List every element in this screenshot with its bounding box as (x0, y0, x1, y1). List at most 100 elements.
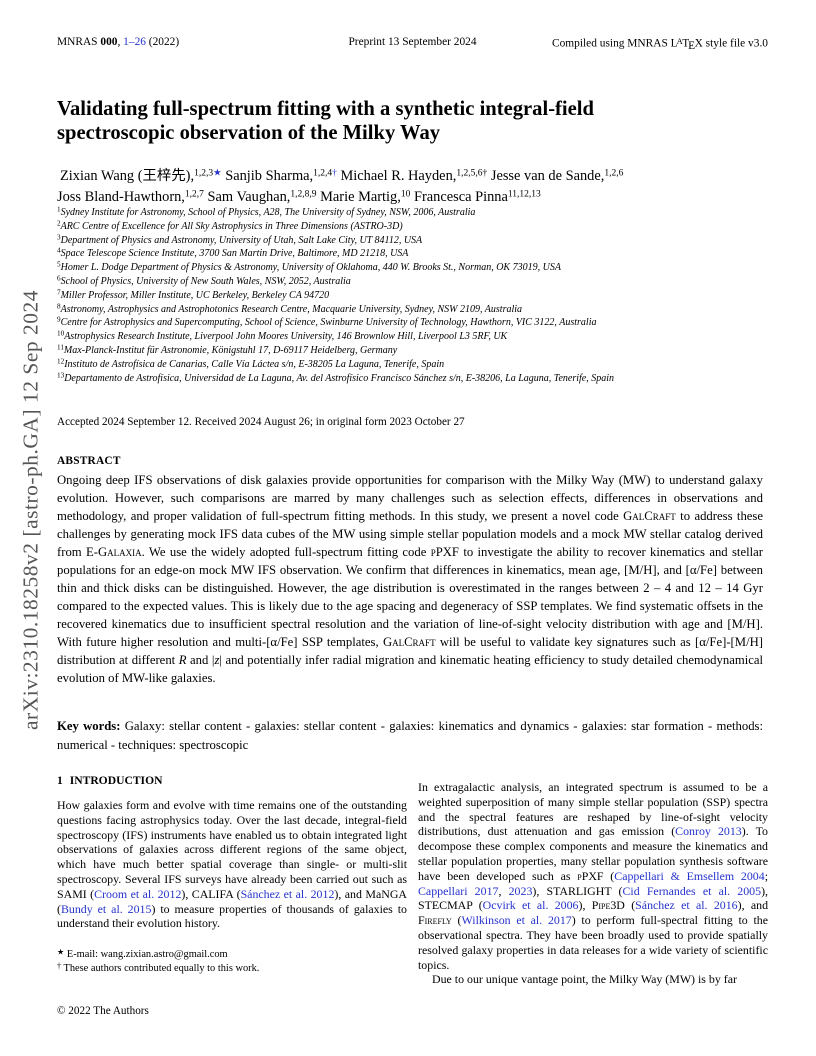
citation-link[interactable]: Cappellari 2017 (418, 883, 499, 898)
abstract-body: Ongoing deep IFS observations of disk ga… (57, 471, 763, 687)
title-line-1: Validating full-spectrum fitting with a … (57, 98, 594, 120)
text-run: ) to perform full-spectral fitting to th… (418, 913, 768, 972)
text-run: z (214, 653, 220, 667)
citation-link[interactable]: 2023 (508, 883, 533, 898)
text-run: ; (764, 868, 768, 883)
affiliation-number: 1 (57, 205, 61, 214)
text-run: will be useful to validate key signature… (57, 635, 763, 667)
affiliation-list: 1Sydney Institute for Astronomy, School … (57, 206, 768, 385)
text-run: ). To decompose these complex components… (418, 824, 768, 883)
two-column-body: 1 INTRODUCTION How galaxies form and evo… (57, 774, 768, 987)
text-run: 1,2,5,6 (456, 168, 483, 179)
citation-link[interactable]: Sánchez et al. 2012 (240, 886, 335, 901)
citation-link[interactable]: Ocvirk et al. 2006 (482, 898, 579, 913)
author-footnotes: ★ E-mail: wang.zixian.astro@gmail.com † … (57, 948, 409, 976)
affiliation-number: 7 (57, 288, 61, 297)
affiliation-line: 6School of Physics, University of New So… (57, 275, 768, 289)
author-line-2: Joss Bland-Hawthorn,1,2,7 Sam Vaughan,1,… (57, 187, 768, 208)
citation-link[interactable]: Conroy 2013 (675, 824, 742, 839)
affiliation-line: 4Space Telescope Science Institute, 3700… (57, 247, 768, 261)
abstract-heading: ABSTRACT (57, 455, 121, 467)
text-run: † (57, 961, 62, 971)
affiliation-text: Astronomy, Astrophysics and Astrophotoni… (60, 303, 523, 315)
affiliation-text: Astrophysics Research Institute, Liverpo… (64, 331, 508, 343)
affiliation-number: 5 (57, 260, 61, 269)
text-run: Marie Martig, (316, 189, 401, 205)
text-run: Galaxia (97, 545, 142, 559)
text-run: and | (186, 653, 215, 667)
affiliation-number: 3 (57, 233, 61, 241)
affiliation-line: 5Homer L. Dodge Department of Physics & … (57, 261, 768, 275)
arxiv-watermark: arXiv:2310.18258v2 [astro-ph.GA] 12 Sep … (18, 289, 43, 731)
text-run: Firefly (418, 913, 452, 928)
citation-link[interactable]: Bundy et al. 2015 (60, 901, 152, 916)
affiliation-line: 1Sydney Institute for Astronomy, School … (57, 206, 768, 220)
affiliation-text: Centre for Astrophysics and Supercomputi… (60, 317, 597, 329)
paper-title: Validating full-spectrum fitting with a … (57, 97, 747, 145)
affiliation-text: ARC Centre of Excellence for All Sky Ast… (60, 220, 403, 232)
citation-link[interactable]: ★ (213, 168, 222, 179)
text-run: to address these challenges by generatin… (57, 509, 763, 559)
text-run: In extragalactic analysis, an integrated… (418, 780, 768, 839)
text-run: Compiled using MNRAS L (552, 37, 678, 50)
affiliation-text: Space Telescope Science Institute, 3700 … (60, 248, 409, 260)
text-run: 1,2,7 (184, 189, 204, 200)
text-run: ), STECMAP ( (418, 883, 769, 913)
affiliation-number: 13 (57, 370, 65, 379)
affiliation-text: Max-Planck-Institut für Astronomie, Köni… (63, 344, 398, 356)
text-run: Michael R. Hayden, (336, 168, 457, 184)
affiliation-number: 10 (57, 329, 65, 338)
text-run: ) to measure properties of thousands of … (57, 901, 407, 931)
copyright-line: © 2022 The Authors (57, 1005, 149, 1017)
citation-link[interactable]: 1–26 (123, 36, 146, 48)
affiliation-line: 11Max-Planck-Institut für Astronomie, Kö… (57, 344, 768, 358)
citation-link[interactable]: Cid Fernandes et al. 2005 (622, 883, 762, 898)
citation-link[interactable]: Wilkinson et al. 2017 (461, 913, 572, 928)
text-run: (2022) (145, 36, 180, 48)
citation-link[interactable]: Sánchez et al. 2016 (635, 898, 738, 913)
right-column: In extragalactic analysis, an integrated… (418, 774, 768, 987)
running-header: MNRAS 000, 1–26 (2022) Preprint 13 Septe… (57, 36, 768, 53)
left-column: 1 INTRODUCTION How galaxies form and evo… (57, 774, 407, 987)
affiliation-text: Instituto de Astrofísica de Canarias, Ca… (64, 358, 445, 370)
author-line-1: Zixian Wang (王梓先),1,2,3★ Sanjib Sharma,1… (57, 166, 768, 187)
journal-reference: MNRAS 000, 1–26 (2022) (57, 36, 348, 53)
text-run: E (688, 39, 696, 52)
preprint-date: Preprint 13 September 2024 (348, 36, 477, 48)
affiliation-number: 2 (57, 219, 61, 228)
footnote-email: ★ E-mail: wang.zixian.astro@gmail.com (57, 948, 409, 962)
text-run: , (498, 883, 509, 898)
citation-link[interactable]: Croom et al. 2012 (94, 886, 182, 901)
text-run: ), (578, 898, 592, 913)
text-run: to investigate the ability to recover ki… (57, 545, 763, 649)
text-run: 1,2,6 (604, 168, 624, 179)
affiliation-text: Miller Professor, Miller Institute, UC B… (60, 289, 330, 301)
text-run: | and potentially infer radial migration… (57, 653, 764, 685)
affiliation-text: Departamento de Astrofísica, Universidad… (64, 372, 614, 384)
citation-link[interactable]: † (332, 168, 337, 179)
text-run: ( (451, 913, 462, 928)
compiled-note: Compiled using MNRAS LATEX style file v3… (477, 36, 768, 53)
text-run: ), and (737, 898, 769, 913)
affiliation-line: 10Astrophysics Research Institute, Liver… (57, 330, 768, 344)
text-run: ( (603, 868, 615, 883)
text-run: 1,2,3 (194, 168, 214, 179)
intro-paragraph-right-1: In extragalactic analysis, an integrated… (418, 780, 768, 972)
section-heading-introduction: 1 INTRODUCTION (57, 774, 163, 787)
affiliation-line: 3Department of Physics and Astronomy, Un… (57, 233, 768, 248)
text-run: pPXF (577, 868, 604, 883)
intro-paragraph-right-2: Due to our unique vantage point, the Mil… (432, 972, 737, 987)
text-run: ), STARLIGHT ( (532, 883, 623, 898)
text-run: These authors contributed equally to thi… (61, 962, 260, 974)
text-run: 000 (100, 36, 118, 48)
text-run: 11,12,13 (507, 189, 541, 200)
affiliation-number: 6 (57, 274, 61, 283)
citation-link[interactable]: Cappellari & Emsellem 2004 (614, 868, 765, 883)
intro-paragraph-left: How galaxies form and evolve with time r… (57, 798, 407, 931)
title-line-2: spectroscopic observation of the Milky W… (57, 122, 441, 145)
text-run: MNRAS (57, 36, 101, 48)
affiliation-number: 4 (57, 246, 61, 255)
text-run: Francesca Pinna (410, 189, 508, 205)
keywords-line: Key words: Galaxy: stellar content - gal… (57, 717, 763, 754)
